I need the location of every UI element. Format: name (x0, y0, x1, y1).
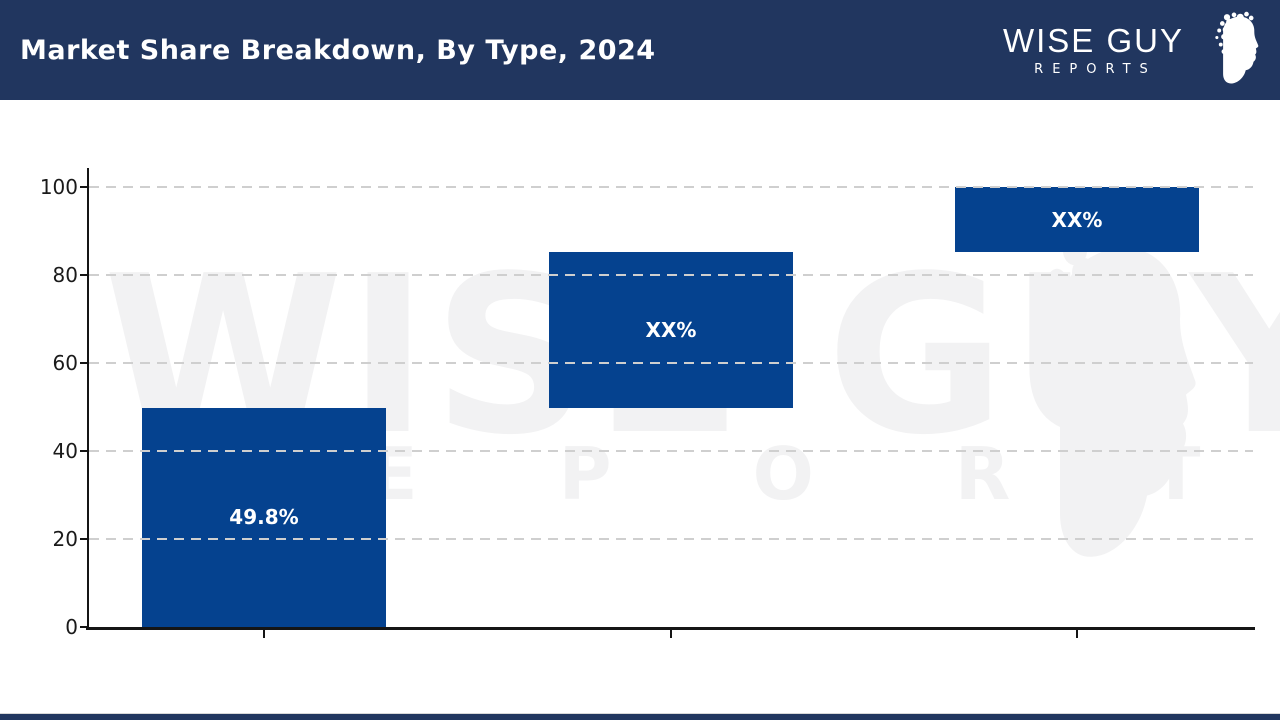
y-tick-mark (80, 186, 88, 188)
y-tick-mark (80, 450, 88, 452)
dotted-head-profile-icon (1215, 11, 1259, 84)
y-tick-label: 100 (39, 175, 78, 199)
y-axis-line (87, 168, 89, 630)
y-tick-mark (80, 538, 88, 540)
y-tick-label: 0 (65, 615, 78, 639)
x-tick-mark (670, 630, 672, 638)
y-tick-label: 60 (52, 351, 78, 375)
x-tick-mark (263, 630, 265, 638)
y-tick-label: 80 (52, 263, 78, 287)
bar-value-label: XX% (1051, 207, 1103, 232)
logo-text: WISE GUY REPORTS (1003, 24, 1184, 76)
y-tick-label: 40 (52, 439, 78, 463)
y-tick-label: 20 (52, 527, 78, 551)
bar-segment[interactable]: XX% (549, 252, 793, 408)
y-tick-mark (80, 274, 88, 276)
y-gridline (89, 538, 1253, 540)
x-tick-mark (1076, 630, 1078, 638)
y-tick-mark (80, 626, 88, 628)
logo-name-top: WISE GUY (1002, 22, 1184, 59)
y-gridline (89, 450, 1253, 452)
bar-segment[interactable]: 49.8% (142, 407, 386, 627)
footer-strip (0, 713, 1280, 720)
bar-value-label: 49.8% (229, 505, 299, 530)
y-gridline (89, 186, 1253, 188)
y-gridline (89, 362, 1253, 364)
x-axis-line (86, 627, 1255, 630)
bar-value-label: XX% (645, 317, 697, 342)
y-gridline (89, 274, 1253, 276)
header-bar: Market Share Breakdown, By Type, 2024 WI… (0, 0, 1280, 100)
wise-guy-reports-logo: WISE GUY REPORTS (1003, 8, 1280, 92)
chart-plot-area: 49.8%XX%XX%020406080100Direct TirePressu… (0, 100, 1280, 714)
y-tick-mark (80, 362, 88, 364)
logo-name-bottom: REPORTS (1034, 62, 1157, 77)
page-title: Market Share Breakdown, By Type, 2024 (20, 34, 656, 66)
bar-segment[interactable]: XX% (955, 187, 1199, 253)
